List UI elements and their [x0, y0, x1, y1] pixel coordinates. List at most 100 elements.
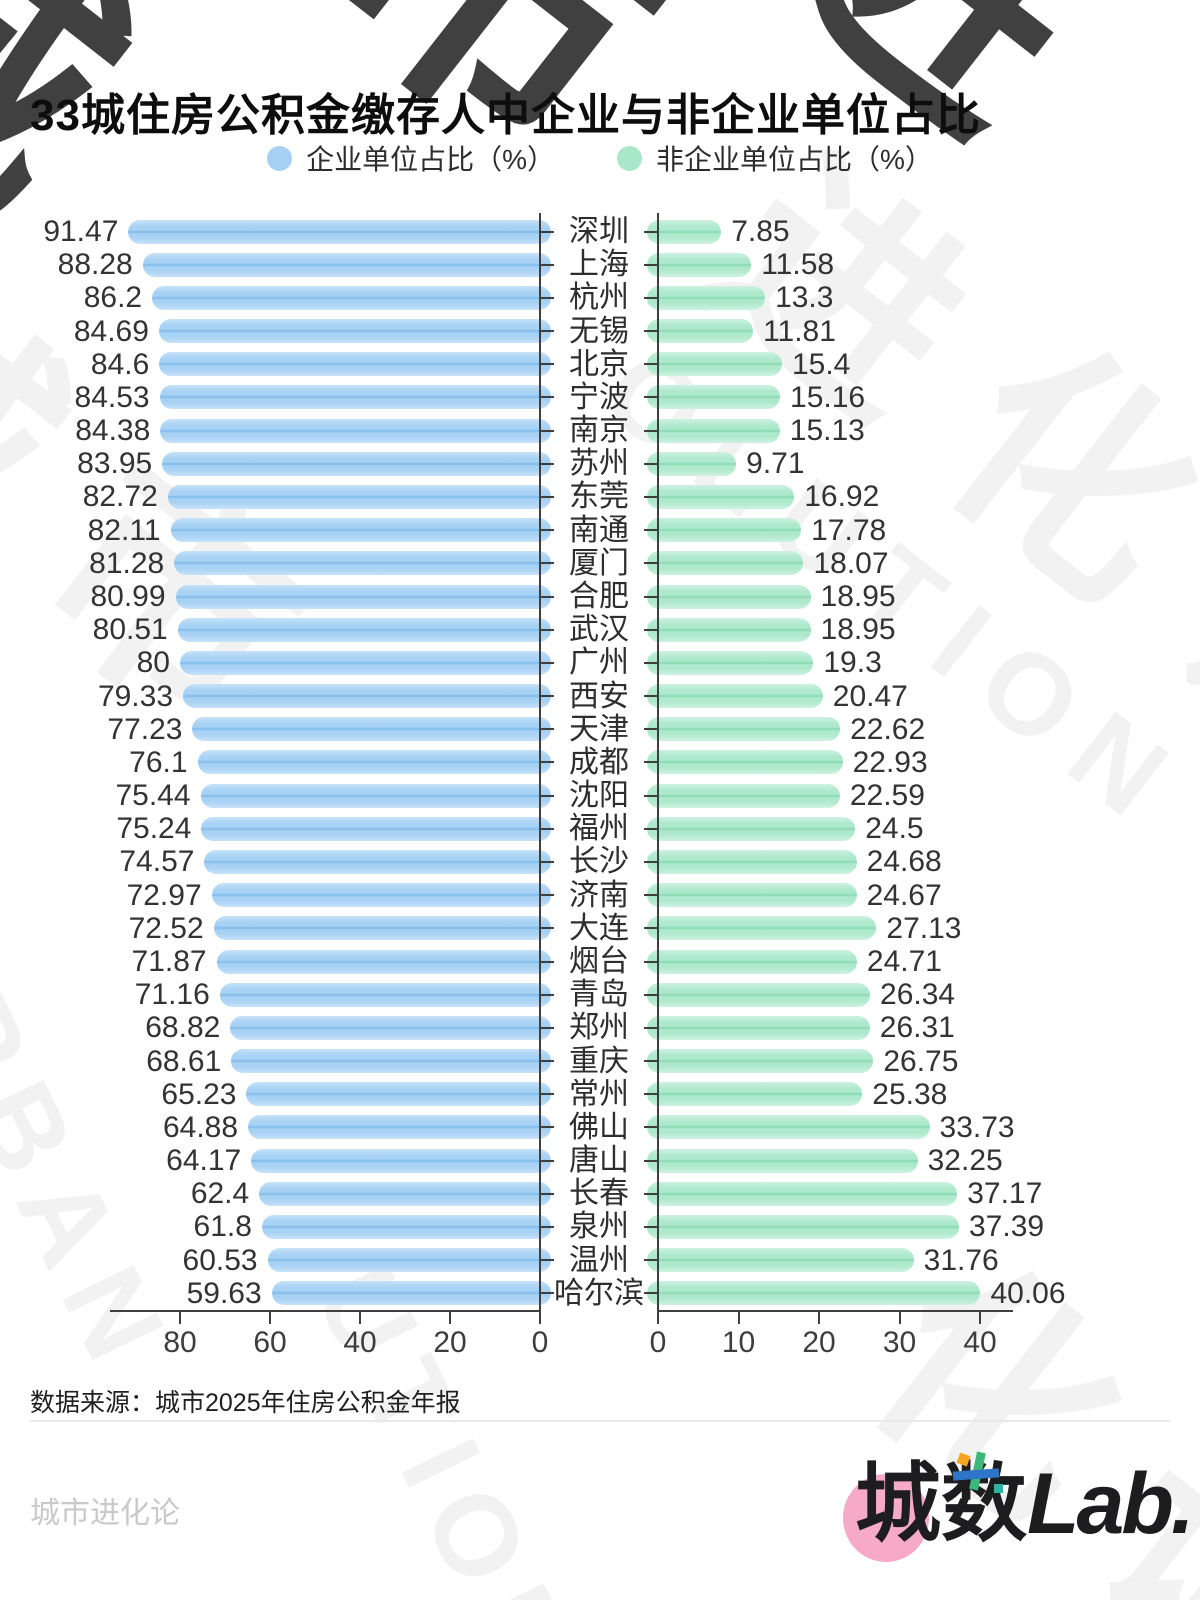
right-axis-row-tick	[644, 1159, 658, 1162]
value-label-non-enterprise: 17.78	[811, 513, 887, 547]
value-label-enterprise: 60.53	[182, 1243, 258, 1277]
left-axis-scale-tick	[539, 1310, 541, 1324]
value-label-non-enterprise: 18.07	[813, 546, 889, 580]
right-axis-row-tick	[644, 661, 658, 664]
value-label-non-enterprise: 26.75	[883, 1044, 959, 1078]
bar-enterprise	[200, 783, 551, 808]
value-label-enterprise: 82.72	[82, 480, 158, 514]
bar-non-enterprise	[647, 916, 877, 941]
right-axis-row-tick	[644, 628, 658, 631]
left-axis-row-tick	[540, 728, 554, 731]
city-label: 济南	[569, 878, 629, 912]
bar-non-enterprise	[647, 850, 857, 874]
value-label-enterprise: 64.88	[162, 1110, 239, 1144]
city-label: 宁波	[569, 380, 629, 414]
value-label-enterprise: 84.53	[74, 380, 150, 414]
right-axis-row-tick	[644, 1026, 658, 1029]
data-source-note: 数据来源：城市2025年住房公积金年报	[30, 1389, 461, 1417]
value-label-non-enterprise: 27.13	[886, 911, 962, 945]
bar-enterprise	[175, 584, 551, 609]
value-label-non-enterprise: 24.71	[866, 944, 942, 978]
bar-enterprise	[167, 485, 551, 510]
left-axis-row-tick	[540, 628, 554, 631]
left-axis-row-tick	[540, 894, 554, 897]
bar-enterprise	[231, 1049, 551, 1074]
value-label-non-enterprise: 20.47	[832, 679, 908, 713]
bar-non-enterprise	[647, 385, 781, 410]
chart-legend: 企业单位占比（%） 非企业单位占比（%）	[0, 138, 1200, 178]
left-axis-scale-label: 40	[343, 1326, 377, 1359]
bar-non-enterprise	[647, 451, 737, 476]
city-label: 深圳	[569, 215, 629, 248]
city-label: 郑州	[569, 1011, 629, 1045]
city-label: 长沙	[569, 845, 629, 879]
right-axis-row-tick	[644, 728, 658, 731]
bar-enterprise	[216, 949, 551, 974]
left-axis-row-tick	[540, 861, 554, 863]
left-axis-row-tick	[540, 794, 554, 797]
right-axis-row-tick	[644, 396, 658, 399]
bar-non-enterprise	[647, 551, 804, 576]
bar-non-enterprise	[647, 783, 840, 808]
right-axis-row-tick	[644, 462, 658, 465]
value-label-enterprise: 84.6	[90, 347, 150, 381]
bar-enterprise	[177, 617, 551, 642]
value-label-non-enterprise: 15.13	[789, 414, 865, 448]
value-label-enterprise: 84.69	[73, 314, 149, 348]
legend-label-non-enterprise: 非企业单位占比（%）	[656, 144, 933, 175]
right-axis-row-tick	[644, 429, 658, 432]
left-axis-scale-tick	[359, 1310, 361, 1324]
right-axis-row-tick	[644, 861, 658, 863]
value-label-enterprise: 59.63	[186, 1276, 262, 1310]
value-label-enterprise: 71.16	[134, 978, 210, 1012]
left-axis-scale-tick	[269, 1310, 271, 1324]
right-axis-scale-label: 40	[963, 1326, 997, 1359]
bar-enterprise	[183, 684, 551, 709]
bar-enterprise	[259, 1181, 551, 1206]
city-label: 佛山	[569, 1110, 629, 1144]
bar-enterprise	[158, 319, 551, 344]
bar-enterprise	[201, 816, 551, 841]
value-label-enterprise: 82.11	[87, 513, 161, 547]
value-label-enterprise: 72.97	[126, 878, 202, 912]
value-label-non-enterprise: 19.3	[823, 646, 882, 680]
bar-enterprise	[128, 219, 551, 244]
bar-non-enterprise	[647, 418, 780, 443]
value-label-enterprise: 83.95	[77, 447, 153, 481]
logo-cjk: 城数	[855, 1456, 1027, 1552]
right-chart-axis-line	[657, 213, 659, 1312]
right-axis-scale-tick	[898, 1310, 901, 1324]
left-axis-row-tick	[540, 496, 554, 499]
left-axis-row-tick	[540, 1060, 554, 1063]
bar-non-enterprise	[647, 650, 814, 675]
value-label-enterprise: 65.23	[161, 1077, 237, 1111]
right-axis-scale-label: 30	[882, 1326, 917, 1359]
right-axis-row-tick	[644, 894, 658, 897]
right-axis-row-tick	[644, 927, 658, 930]
logo-latin: Lab.	[1027, 1456, 1195, 1552]
bar-non-enterprise	[647, 1115, 930, 1140]
bar-non-enterprise	[647, 684, 823, 709]
value-label-non-enterprise: 9.71	[746, 447, 805, 481]
bar-enterprise	[159, 352, 551, 377]
left-axis-row-tick	[540, 396, 554, 399]
left-axis-scale-label: 80	[163, 1326, 197, 1359]
value-label-enterprise: 62.4	[190, 1177, 250, 1211]
bar-non-enterprise	[647, 1281, 981, 1306]
bar-non-enterprise	[647, 352, 782, 377]
city-label: 南京	[569, 414, 629, 448]
right-axis-scale-label: 20	[802, 1326, 836, 1359]
left-axis-row-tick	[540, 562, 554, 565]
value-label-enterprise: 75.24	[116, 812, 192, 846]
value-label-enterprise: 68.61	[146, 1044, 222, 1078]
right-axis-row-tick	[644, 761, 658, 764]
right-axis-row-tick	[644, 1225, 658, 1228]
value-label-non-enterprise: 15.16	[790, 380, 866, 414]
value-label-enterprise: 61.8	[193, 1210, 252, 1244]
right-axis-row-tick	[644, 562, 658, 565]
bar-non-enterprise	[647, 1181, 958, 1206]
left-axis-row-tick	[540, 1225, 554, 1228]
bar-enterprise	[142, 252, 551, 277]
bar-enterprise	[261, 1214, 551, 1239]
city-label: 合肥	[569, 579, 629, 613]
